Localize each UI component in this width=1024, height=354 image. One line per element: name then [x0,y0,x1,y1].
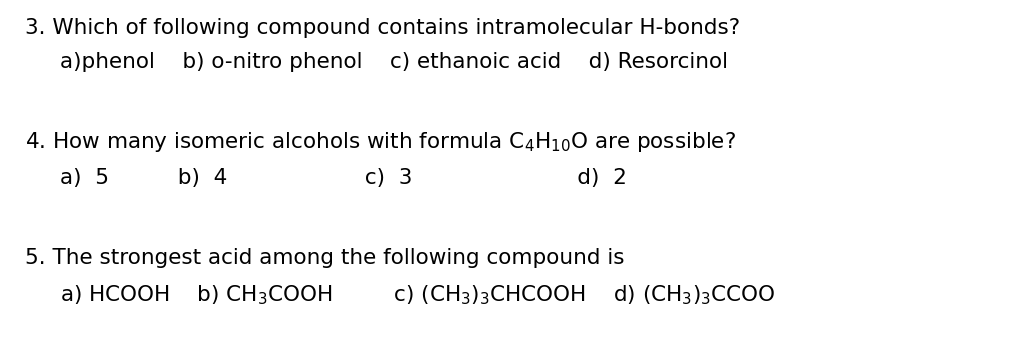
Text: a)  5          b)  4                    c)  3                        d)  2: a) 5 b) 4 c) 3 d) 2 [60,168,627,188]
Text: 4. How many isomeric alcohols with formula $\mathregular{C_4H_{10}O}$ are possib: 4. How many isomeric alcohols with formu… [25,130,736,154]
Text: 3. Which of following compound contains intramolecular H-bonds?: 3. Which of following compound contains … [25,18,740,38]
Text: a)phenol    b) o-nitro phenol    c) ethanoic acid    d) Resorcinol: a)phenol b) o-nitro phenol c) ethanoic a… [60,52,728,72]
Text: 5. The strongest acid among the following compound is: 5. The strongest acid among the followin… [25,248,625,268]
Text: a) HCOOH    b) $\mathregular{CH_3COOH}$         c) $\mathregular{(CH_3)_3CHCOOH}: a) HCOOH b) $\mathregular{CH_3COOH}$ c) … [60,283,775,307]
